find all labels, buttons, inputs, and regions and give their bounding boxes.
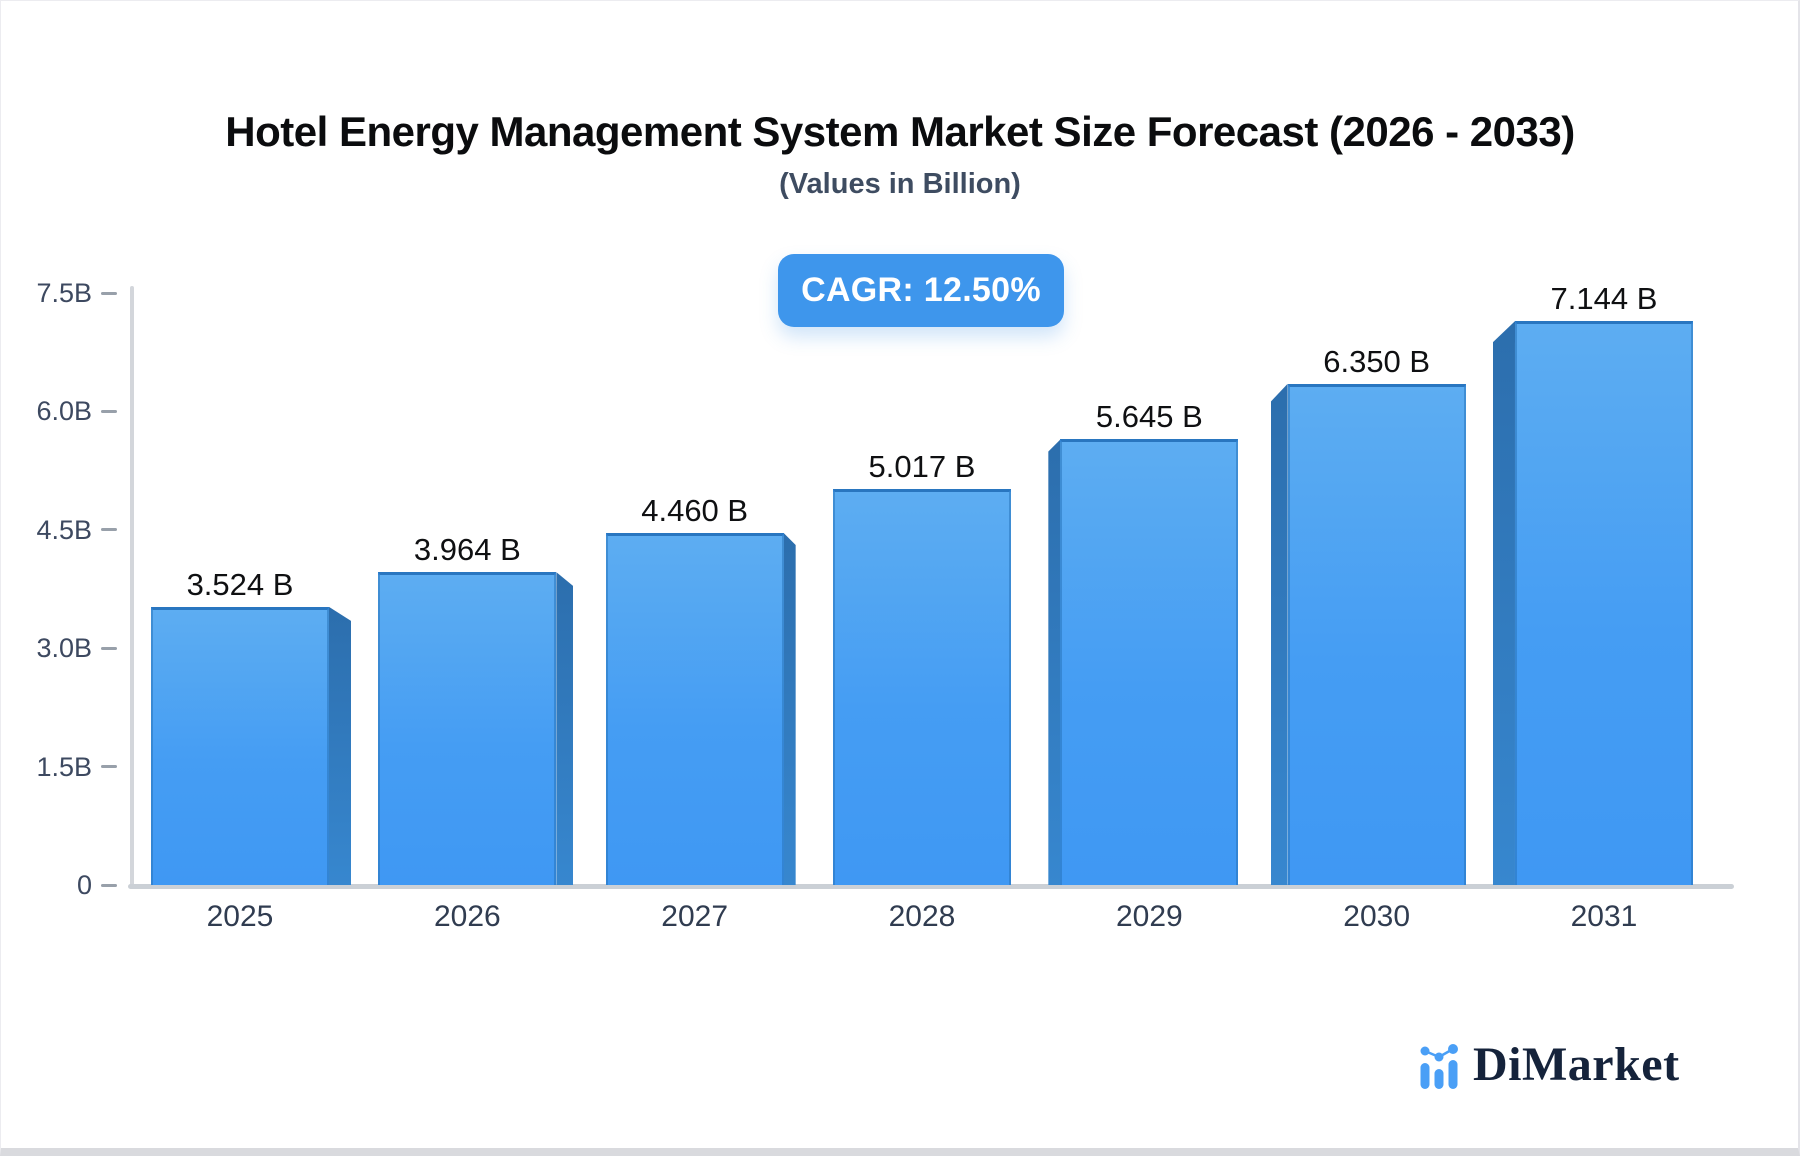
bar-value-label: 5.645 B [1095, 399, 1203, 435]
brand-name: DiMarket [1473, 1038, 1680, 1091]
chart-subtitle: (Values in Billion) [779, 168, 1021, 200]
cagr-badge-label: CAGR: 12.50% [801, 271, 1041, 309]
bar-value-label: 4.460 B [641, 492, 749, 528]
bar-3d-side [1048, 439, 1061, 885]
bar [605, 532, 784, 885]
bar-3d-side [1492, 321, 1515, 885]
x-axis-label: 2027 [661, 900, 729, 933]
y-axis-tick [101, 765, 117, 769]
cagr-badge: CAGR: 12.50% [778, 254, 1064, 327]
y-axis-tick [101, 291, 117, 295]
bar-value-label: 3.524 B [186, 566, 294, 602]
bar-chart-icon [1420, 1044, 1458, 1089]
x-axis-label: 2031 [1570, 900, 1638, 933]
y-axis-line [130, 286, 134, 888]
x-axis-label: 2026 [433, 900, 501, 933]
y-axis-label: 3.0B [36, 633, 92, 664]
y-axis-tick [101, 646, 117, 650]
bar [1287, 383, 1466, 885]
bar [1060, 439, 1239, 885]
y-axis-tick [101, 883, 117, 887]
y-axis-label: 6.0B [36, 396, 92, 427]
bar-3d-side [556, 572, 574, 885]
y-axis-label: 4.5B [36, 514, 92, 545]
bar-value-label: 5.017 B [868, 449, 976, 484]
x-axis-label: 2028 [888, 900, 956, 933]
x-axis-label: 2025 [206, 900, 274, 933]
bar-3d-side [783, 532, 796, 885]
brand-logo: DiMarket [1418, 1038, 1680, 1092]
bar [151, 606, 329, 885]
x-axis-baseline [128, 884, 1734, 889]
bar [1514, 321, 1693, 885]
y-axis-label: 1.5B [36, 751, 92, 782]
y-axis-tick [101, 528, 117, 532]
bar-3d-side [329, 606, 351, 885]
x-axis-label: 2029 [1115, 900, 1183, 933]
chart-title: Hotel Energy Management System Market Si… [225, 108, 1575, 155]
bar-value-label: 6.350 B [1323, 343, 1431, 379]
bar [378, 572, 557, 885]
bar-value-label: 7.144 B [1550, 281, 1658, 317]
bar-value-label: 3.964 B [413, 532, 521, 568]
y-axis-tick [101, 409, 117, 413]
x-axis-label: 2030 [1343, 900, 1411, 933]
bar [832, 489, 1011, 885]
bar-3d-side [1270, 383, 1288, 885]
y-axis-label: 7.5B [36, 278, 92, 309]
y-axis-label: 0 [76, 870, 92, 900]
